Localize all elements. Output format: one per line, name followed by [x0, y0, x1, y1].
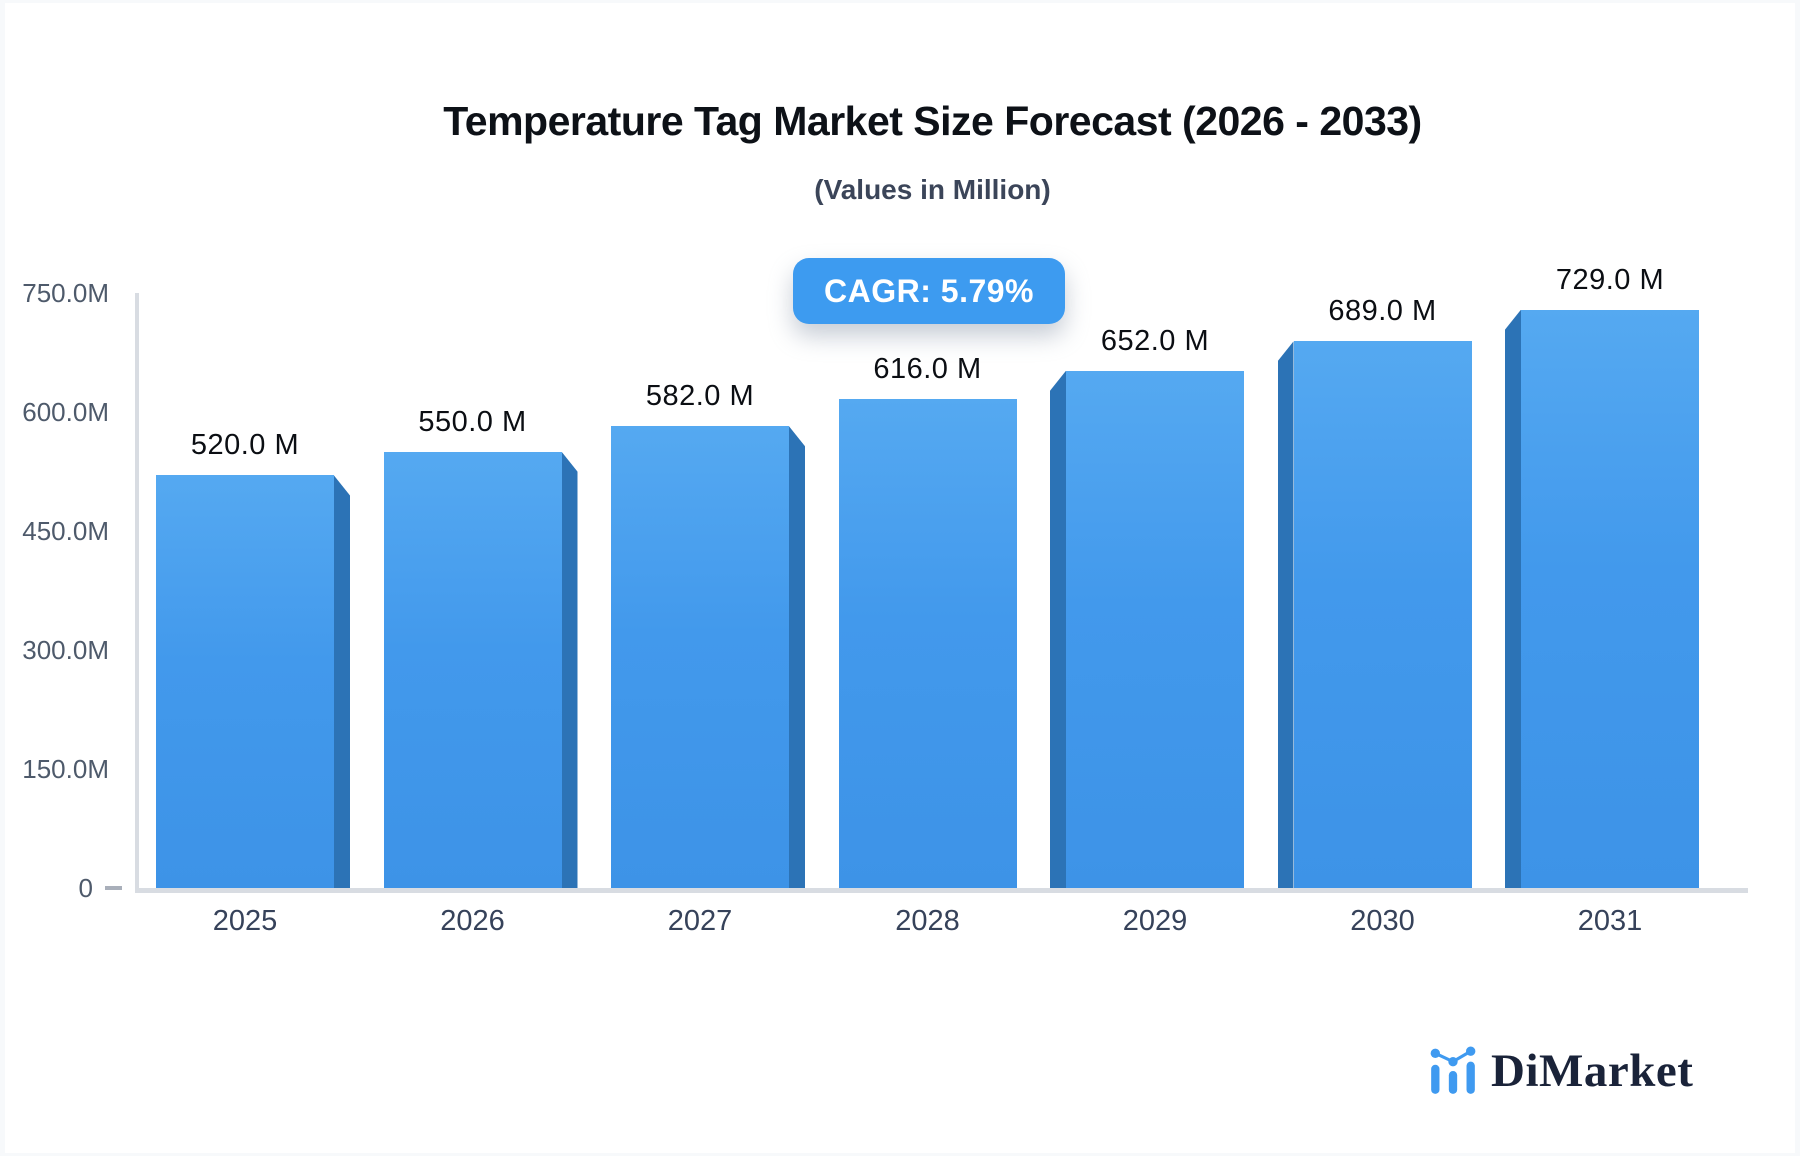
bar-2025[interactable] — [156, 475, 334, 888]
x-axis-tick-label-2031: 2031 — [1577, 905, 1643, 937]
bar-2031[interactable] — [1521, 309, 1699, 888]
bar-value-label-2029: 652.0 M — [1100, 324, 1210, 357]
y-axis-tick-label: 0 — [78, 873, 93, 903]
chart-subtitle: (Values in Million) — [814, 174, 1051, 205]
y-axis-zero-tick — [105, 886, 122, 890]
y-axis-tick-label: 600.0M — [22, 397, 109, 427]
bar-chart-logo-icon — [1430, 1046, 1476, 1094]
bar-side-3d-2029 — [1050, 370, 1066, 888]
y-axis-tick-label: 450.0M — [22, 516, 109, 546]
y-axis-line — [135, 293, 139, 888]
bar-2028[interactable] — [838, 399, 1017, 888]
bar-value-label-2027: 582.0 M — [645, 380, 755, 413]
x-axis-tick-label-2025: 2025 — [212, 905, 278, 937]
bar-value-label-2030: 689.0 M — [1328, 295, 1437, 328]
bar-value-label-2028: 616.0 M — [873, 353, 982, 386]
brand-name: DiMarket — [1491, 1045, 1694, 1097]
y-axis-tick-label: 750.0M — [22, 278, 109, 308]
brand-logo: DiMarket — [1427, 1041, 1693, 1101]
chart-card: Temperature Tag Market Size Forecast (20… — [5, 3, 1795, 1153]
x-axis-tick-label-2028: 2028 — [895, 905, 960, 937]
x-axis-tick-label-2029: 2029 — [1122, 905, 1188, 937]
bar-2026[interactable] — [383, 451, 562, 888]
y-axis-tick-label: 150.0M — [22, 754, 109, 784]
bar-value-label-2025: 520.0 M — [190, 429, 300, 462]
x-axis-tick-label-2030: 2030 — [1350, 905, 1415, 937]
bar-side-3d-2026 — [561, 451, 578, 888]
bar-2027[interactable] — [611, 426, 789, 888]
bar-side-3d-2025 — [334, 475, 350, 888]
y-axis-tick-label: 300.0M — [22, 635, 109, 665]
x-axis-tick-label-2026: 2026 — [440, 905, 505, 937]
bar-2029[interactable] — [1066, 370, 1244, 888]
bar-side-3d-2030 — [1277, 341, 1294, 888]
x-axis-tick-label-2027: 2027 — [667, 905, 733, 937]
bar-side-3d-2027 — [789, 426, 805, 888]
x-axis-line — [135, 888, 1748, 893]
bar-value-label-2031: 729.0 M — [1555, 263, 1665, 296]
cagr-badge: CAGR: 5.79% — [793, 258, 1065, 324]
bar-2030[interactable] — [1293, 341, 1472, 888]
bar-value-label-2026: 550.0 M — [418, 405, 527, 438]
bar-side-3d-2031 — [1505, 309, 1521, 888]
chart-title: Temperature Tag Market Size Forecast (20… — [443, 98, 1422, 144]
